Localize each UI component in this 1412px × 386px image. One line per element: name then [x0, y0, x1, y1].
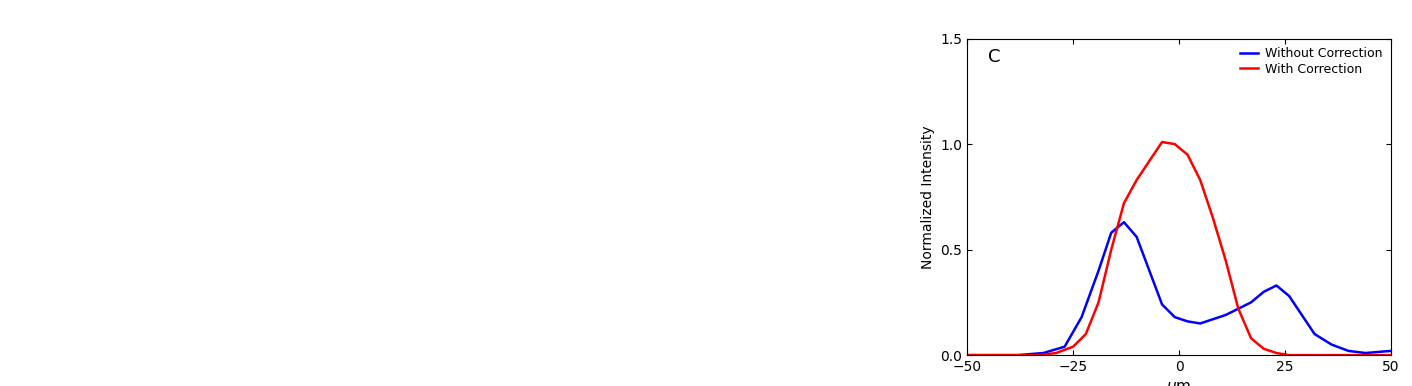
X-axis label: $\mu$m: $\mu$m [1166, 379, 1192, 386]
Without Correction [1306, 332, 1323, 336]
Without Correction [1217, 313, 1234, 317]
Text: C: C [988, 48, 1001, 66]
Y-axis label: Normalized Intensity: Normalized Intensity [921, 125, 935, 269]
Without Correction [1230, 306, 1247, 311]
Without Correction [1035, 351, 1052, 356]
With Correction [1268, 351, 1285, 356]
With Correction [1293, 353, 1310, 357]
With Correction [1090, 300, 1107, 305]
Without Correction [1192, 321, 1209, 326]
With Correction [1031, 353, 1048, 357]
Without Correction [1154, 302, 1171, 307]
With Correction [1128, 178, 1145, 182]
With Correction [1255, 347, 1272, 351]
With Correction [959, 353, 976, 357]
Without Correction [1323, 342, 1340, 347]
With Correction [1001, 353, 1018, 357]
With Correction [1332, 353, 1348, 357]
With Correction [1204, 216, 1221, 220]
With Correction [1217, 258, 1234, 262]
With Correction [1065, 344, 1082, 349]
With Correction [1141, 159, 1158, 163]
With Correction [1179, 152, 1196, 157]
Without Correction [1293, 313, 1310, 317]
With Correction [1154, 140, 1171, 144]
Without Correction [1166, 315, 1183, 320]
Without Correction [1128, 235, 1145, 239]
Without Correction [1243, 300, 1260, 305]
Text: A: A [24, 339, 45, 367]
Without Correction [1382, 349, 1399, 353]
Without Correction [1056, 344, 1073, 349]
With Correction [1382, 353, 1399, 357]
With Correction [1103, 247, 1120, 252]
With Correction [1306, 353, 1323, 357]
With Correction [1166, 142, 1183, 146]
Without Correction [1268, 283, 1285, 288]
Without Correction [1090, 268, 1107, 273]
Text: B: B [494, 339, 515, 367]
With Correction [1230, 306, 1247, 311]
With Correction [1281, 353, 1298, 357]
With Correction [1077, 332, 1094, 336]
Without Correction [1073, 315, 1090, 320]
Legend: Without Correction, With Correction: Without Correction, With Correction [1237, 45, 1385, 78]
Without Correction [1179, 319, 1196, 324]
Without Correction [1204, 317, 1221, 322]
Line: Without Correction: Without Correction [967, 222, 1391, 355]
Line: With Correction: With Correction [967, 142, 1391, 355]
Without Correction [1115, 220, 1132, 225]
With Correction [1243, 336, 1260, 340]
With Correction [1048, 351, 1065, 356]
Without Correction [1340, 349, 1357, 353]
Without Correction [1357, 351, 1374, 356]
Without Correction [1255, 290, 1272, 294]
Without Correction [1281, 294, 1298, 298]
With Correction [1192, 178, 1209, 182]
Without Correction [1141, 268, 1158, 273]
Without Correction [1103, 230, 1120, 235]
Without Correction [959, 353, 976, 357]
With Correction [1115, 201, 1132, 205]
Without Correction [1010, 353, 1027, 357]
